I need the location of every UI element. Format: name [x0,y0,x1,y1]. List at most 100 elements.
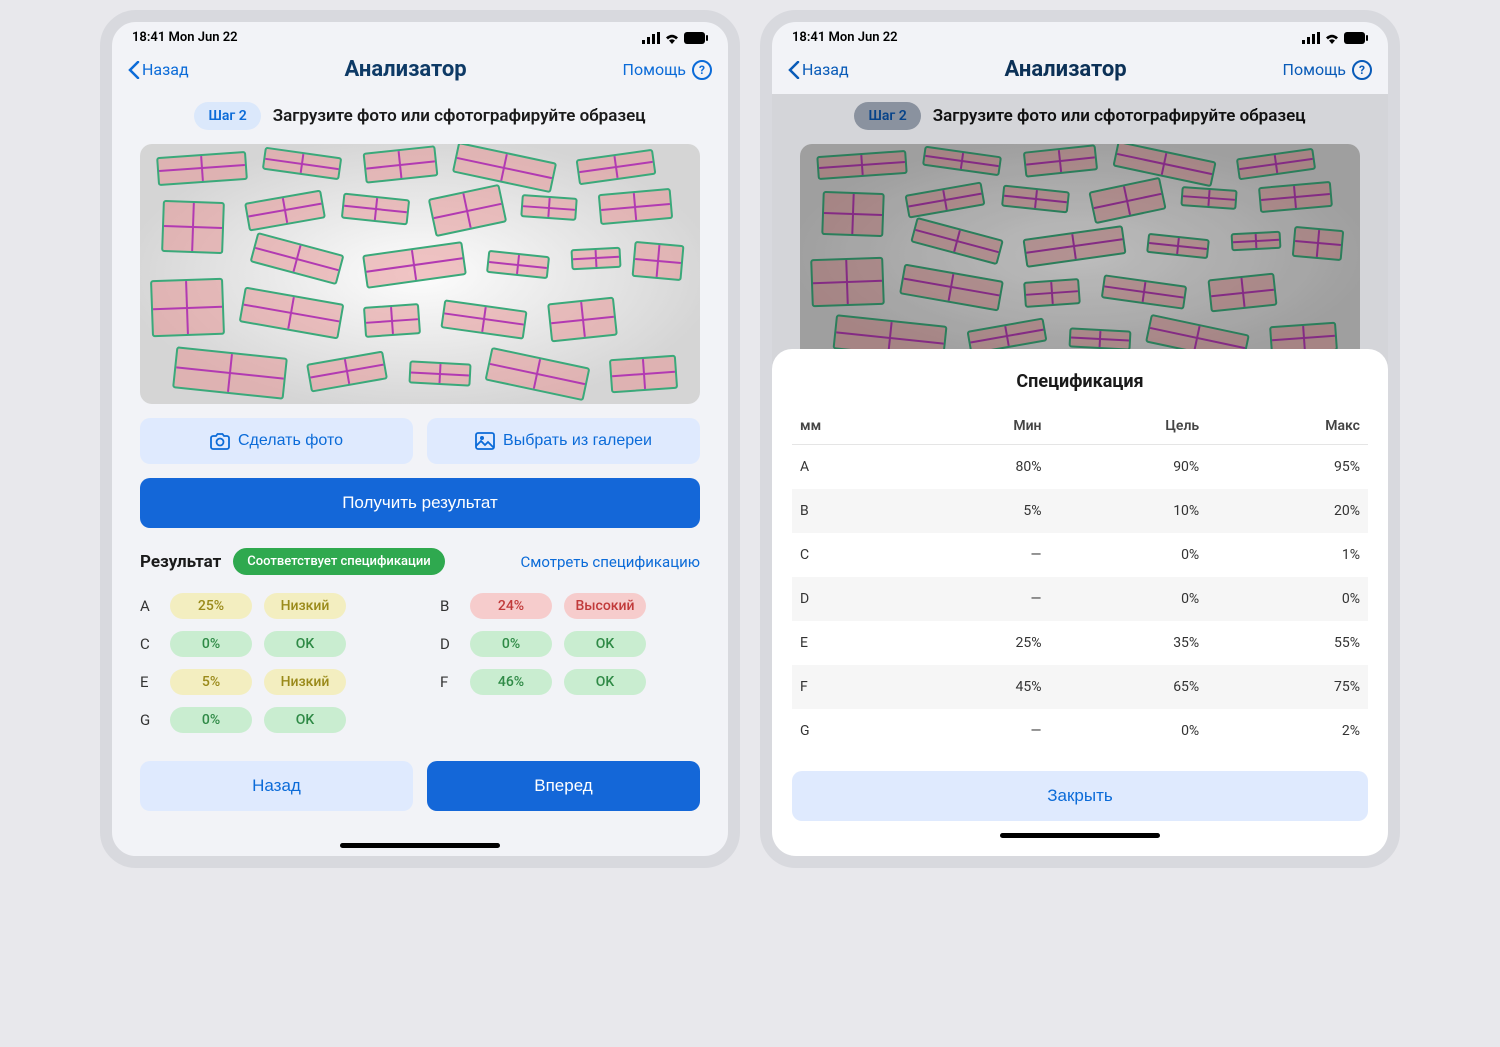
detected-sample [1236,147,1317,180]
detected-sample [816,150,907,180]
detected-sample [362,241,467,288]
detected-sample [363,303,421,338]
detected-sample [1231,231,1282,251]
spec-row: E25%35%55% [792,621,1368,665]
help-button[interactable]: Помощь ? [623,60,712,80]
detected-sample [598,188,673,225]
spec-cell: — [910,709,1050,753]
detected-sample [1207,273,1277,313]
camera-icon [210,432,230,450]
take-photo-label: Сделать фото [238,432,343,450]
detected-sample [1001,185,1070,214]
help-button[interactable]: Помощь ? [1283,60,1372,80]
step-badge: Шаг 2 [854,102,920,130]
detected-sample [1101,275,1188,311]
detected-sample [245,189,327,231]
step-text: Загрузите фото или сфотографируйте образ… [933,106,1306,126]
result-row: F46%OK [440,669,700,695]
detected-sample [571,247,622,270]
spec-column-header: Цель [1049,408,1207,445]
content: Шаг 2 Загрузите фото или сфотографируйте… [112,94,728,831]
result-status: Низкий [264,593,346,619]
footer-back-button[interactable]: Назад [140,761,413,811]
chevron-left-icon [128,61,140,79]
result-status: OK [564,669,646,695]
status-time: 18:41 Mon Jun 22 [792,30,898,45]
spec-cell: 80% [910,445,1050,490]
signal-icon [1302,32,1320,44]
spec-cell: F [792,665,910,709]
get-result-button[interactable]: Получить результат [140,478,700,528]
spec-column-header: мм [792,408,910,445]
spec-cell: 65% [1049,665,1207,709]
result-row: B24%Высокий [440,593,700,619]
status-bar: 18:41 Mon Jun 22 [112,22,728,49]
sample-image [140,144,700,404]
detected-sample [451,144,556,193]
gallery-button[interactable]: Выбрать из галереи [427,418,700,464]
detected-sample [340,193,410,226]
spec-table: ммМинЦельМакс A80%90%95%B5%10%20%C—0%1%D… [792,408,1368,753]
result-status: OK [264,631,346,657]
result-header: Результат Соответствует спецификации Смо… [140,548,700,575]
wifi-icon [664,32,680,44]
spec-compliance-badge: Соответствует спецификации [233,548,444,575]
wifi-icon [1324,32,1340,44]
spec-cell: 0% [1049,533,1207,577]
detected-sample [1089,176,1167,223]
detected-sample [408,361,471,388]
detected-sample [520,194,577,221]
spec-cell: 95% [1207,445,1368,490]
view-spec-link[interactable]: Смотреть спецификацию [521,553,701,571]
take-photo-button[interactable]: Сделать фото [140,418,413,464]
spec-cell: 5% [910,489,1050,533]
help-label: Помощь [623,60,686,79]
detected-sample [249,232,344,285]
detected-sample [172,346,288,399]
step-row: Шаг 2 Загрузите фото или сфотографируйте… [140,102,700,130]
back-label: Назад [142,60,189,79]
step-badge: Шаг 2 [194,102,260,130]
sample-image [800,144,1360,364]
spec-cell: 1% [1207,533,1368,577]
spec-row: A80%90%95% [792,445,1368,490]
result-row: E5%Низкий [140,669,400,695]
close-sheet-button[interactable]: Закрыть [792,771,1368,821]
spec-row: D—0%0% [792,577,1368,621]
spec-cell: 45% [910,665,1050,709]
detected-sample [905,181,986,218]
result-row: D0%OK [440,631,700,657]
detected-sample [1258,180,1333,213]
result-letter: E [140,673,158,691]
status-icons [642,32,708,44]
detected-sample [575,149,656,186]
result-letter: B [440,597,458,615]
back-button[interactable]: Назад [788,60,849,79]
spec-cell: 35% [1049,621,1207,665]
detected-sample [1180,186,1237,210]
result-grid: A25%НизкийB24%ВысокийC0%OKD0%OKE5%Низкий… [140,593,700,733]
result-value: 0% [170,631,252,657]
signal-icon [642,32,660,44]
page-title: Анализатор [344,57,466,82]
detected-sample [631,241,684,282]
result-letter: C [140,635,158,653]
detected-sample [1023,225,1127,267]
detected-sample [1023,278,1081,308]
spec-cell: 0% [1049,577,1207,621]
home-indicator[interactable] [340,843,500,848]
spec-cell: 10% [1049,489,1207,533]
detected-sample [822,191,885,237]
spec-row: G—0%2% [792,709,1368,753]
tablet-sheet: 18:41 Mon Jun 22 Назад Анализатор Помощь… [760,10,1400,868]
detected-sample [910,216,1003,265]
step-row: Шаг 2 Загрузите фото или сфотографируйте… [800,102,1360,130]
spec-cell: E [792,621,910,665]
detected-sample [485,347,591,401]
footer-next-button[interactable]: Вперед [427,761,700,811]
detected-sample [428,184,507,237]
home-indicator[interactable] [1000,833,1160,838]
back-button[interactable]: Назад [128,60,189,79]
status-icons [1302,32,1368,44]
tablet-main: 18:41 Mon Jun 22 Назад Анализатор Помощь… [100,10,740,868]
